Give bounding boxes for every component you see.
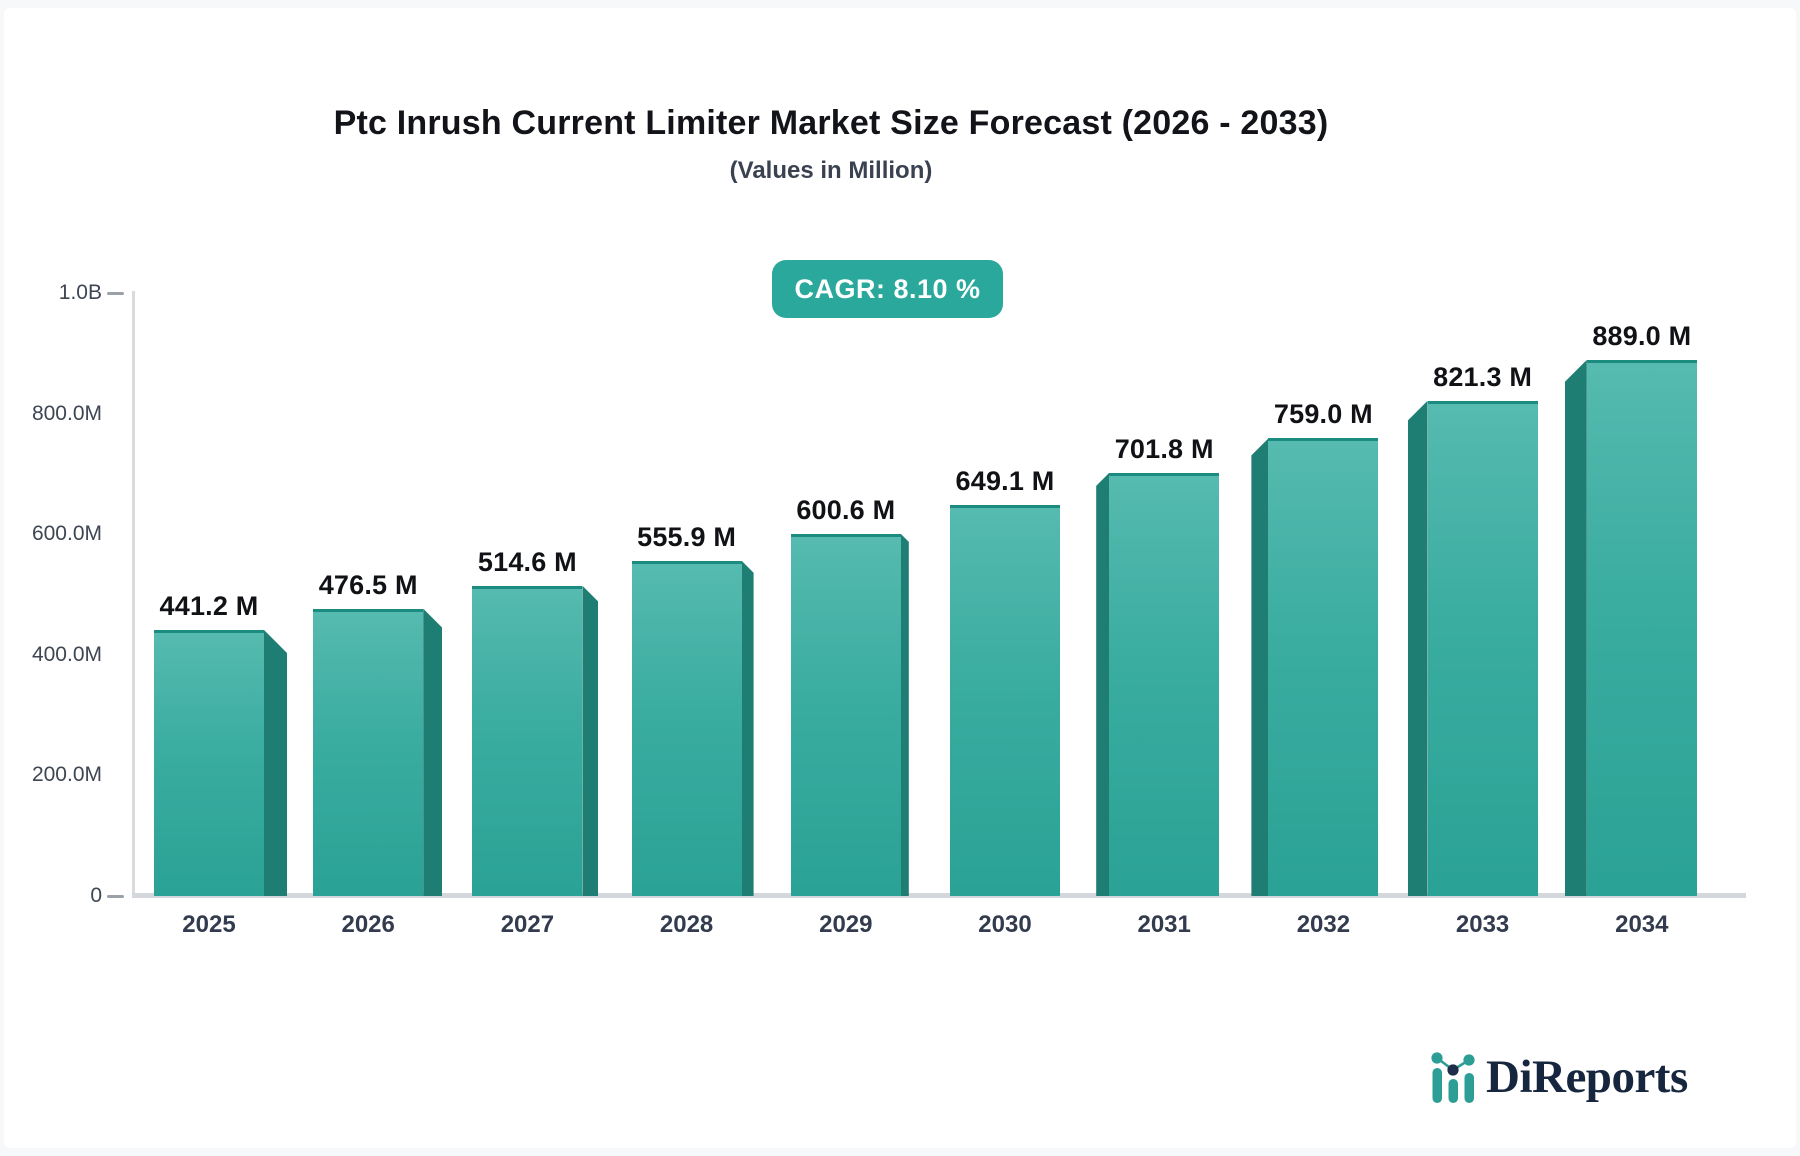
y-tick-label: 0 bbox=[90, 884, 102, 907]
bar bbox=[1586, 359, 1697, 896]
x-tick-label: 2034 bbox=[1615, 911, 1669, 938]
bar bbox=[790, 533, 901, 896]
bar-value-label: 555.9 M bbox=[637, 521, 737, 552]
y-tick-label: 400.0M bbox=[31, 642, 102, 666]
bar-side-face bbox=[264, 629, 287, 896]
y-tick-label: 800.0M bbox=[31, 401, 102, 425]
bar-value-label: 701.8 M bbox=[1114, 433, 1214, 464]
bar-chart-logo-icon bbox=[1431, 1052, 1475, 1103]
chart-subtitle: (Values in Million) bbox=[729, 157, 933, 184]
chart-title: Ptc Inrush Current Limiter Market Size F… bbox=[333, 104, 1329, 142]
bar-side-face bbox=[741, 560, 754, 896]
x-tick-label: 2027 bbox=[500, 911, 555, 938]
x-tick-label: 2026 bbox=[341, 911, 395, 938]
brand-name: DiReports bbox=[1486, 1051, 1688, 1103]
chart-card: Ptc Inrush Current Limiter Market Size F… bbox=[4, 8, 1796, 1148]
x-tick-label: 2025 bbox=[182, 911, 236, 938]
bar-value-label: 476.5 M bbox=[318, 569, 418, 600]
bar bbox=[1268, 438, 1379, 896]
bar bbox=[154, 629, 264, 896]
x-tick-label: 2030 bbox=[978, 911, 1032, 938]
bar bbox=[472, 585, 583, 896]
x-tick-label: 2028 bbox=[659, 911, 714, 938]
bar-side-face bbox=[1407, 400, 1428, 896]
bar-side-face bbox=[900, 533, 909, 896]
bar bbox=[1109, 472, 1220, 896]
y-tick-label: 600.0M bbox=[31, 522, 102, 546]
bar-value-label: 759.0 M bbox=[1273, 399, 1373, 430]
bar-value-label: 441.2 M bbox=[159, 590, 259, 621]
bar-side-face bbox=[1251, 438, 1269, 896]
bar-value-label: 514.6 M bbox=[477, 546, 577, 577]
x-tick-label: 2031 bbox=[1137, 911, 1191, 938]
x-tick-label: 2032 bbox=[1296, 911, 1351, 938]
bar-value-label: 889.0 M bbox=[1592, 320, 1692, 351]
bar-chart-plot: 1.0B 800.0M 600.0M 400.0M 200.0M 0 441.2 M 2025… bbox=[4, 8, 1796, 1148]
brand-logo: DiReports bbox=[1429, 1048, 1688, 1106]
bar bbox=[1427, 400, 1538, 896]
bar-side-face bbox=[582, 585, 599, 896]
bar-side-face bbox=[423, 608, 443, 896]
y-axis-line bbox=[132, 291, 135, 896]
bar-value-label: 600.6 M bbox=[796, 494, 896, 525]
bar-side-face bbox=[1096, 472, 1110, 896]
chart-header: Ptc Inrush Current Limiter Market Size F… bbox=[4, 104, 1658, 185]
y-tick-dash bbox=[107, 291, 124, 295]
bar bbox=[313, 608, 424, 896]
bar-side-face bbox=[1564, 359, 1587, 896]
bar-value-label: 821.3 M bbox=[1433, 361, 1533, 392]
y-tick-label: 200.0M bbox=[31, 763, 102, 787]
bar-value-label: 649.1 M bbox=[955, 465, 1055, 496]
cagr-badge: CAGR: 8.10 % bbox=[772, 260, 1003, 318]
x-axis-baseline bbox=[132, 893, 1746, 898]
y-tick-label: 1.0B bbox=[58, 281, 102, 304]
x-tick-label: 2029 bbox=[819, 911, 873, 938]
y-tick-dash bbox=[107, 894, 124, 898]
x-tick-label: 2033 bbox=[1455, 911, 1510, 938]
bar bbox=[950, 504, 1060, 896]
bar bbox=[631, 560, 742, 896]
